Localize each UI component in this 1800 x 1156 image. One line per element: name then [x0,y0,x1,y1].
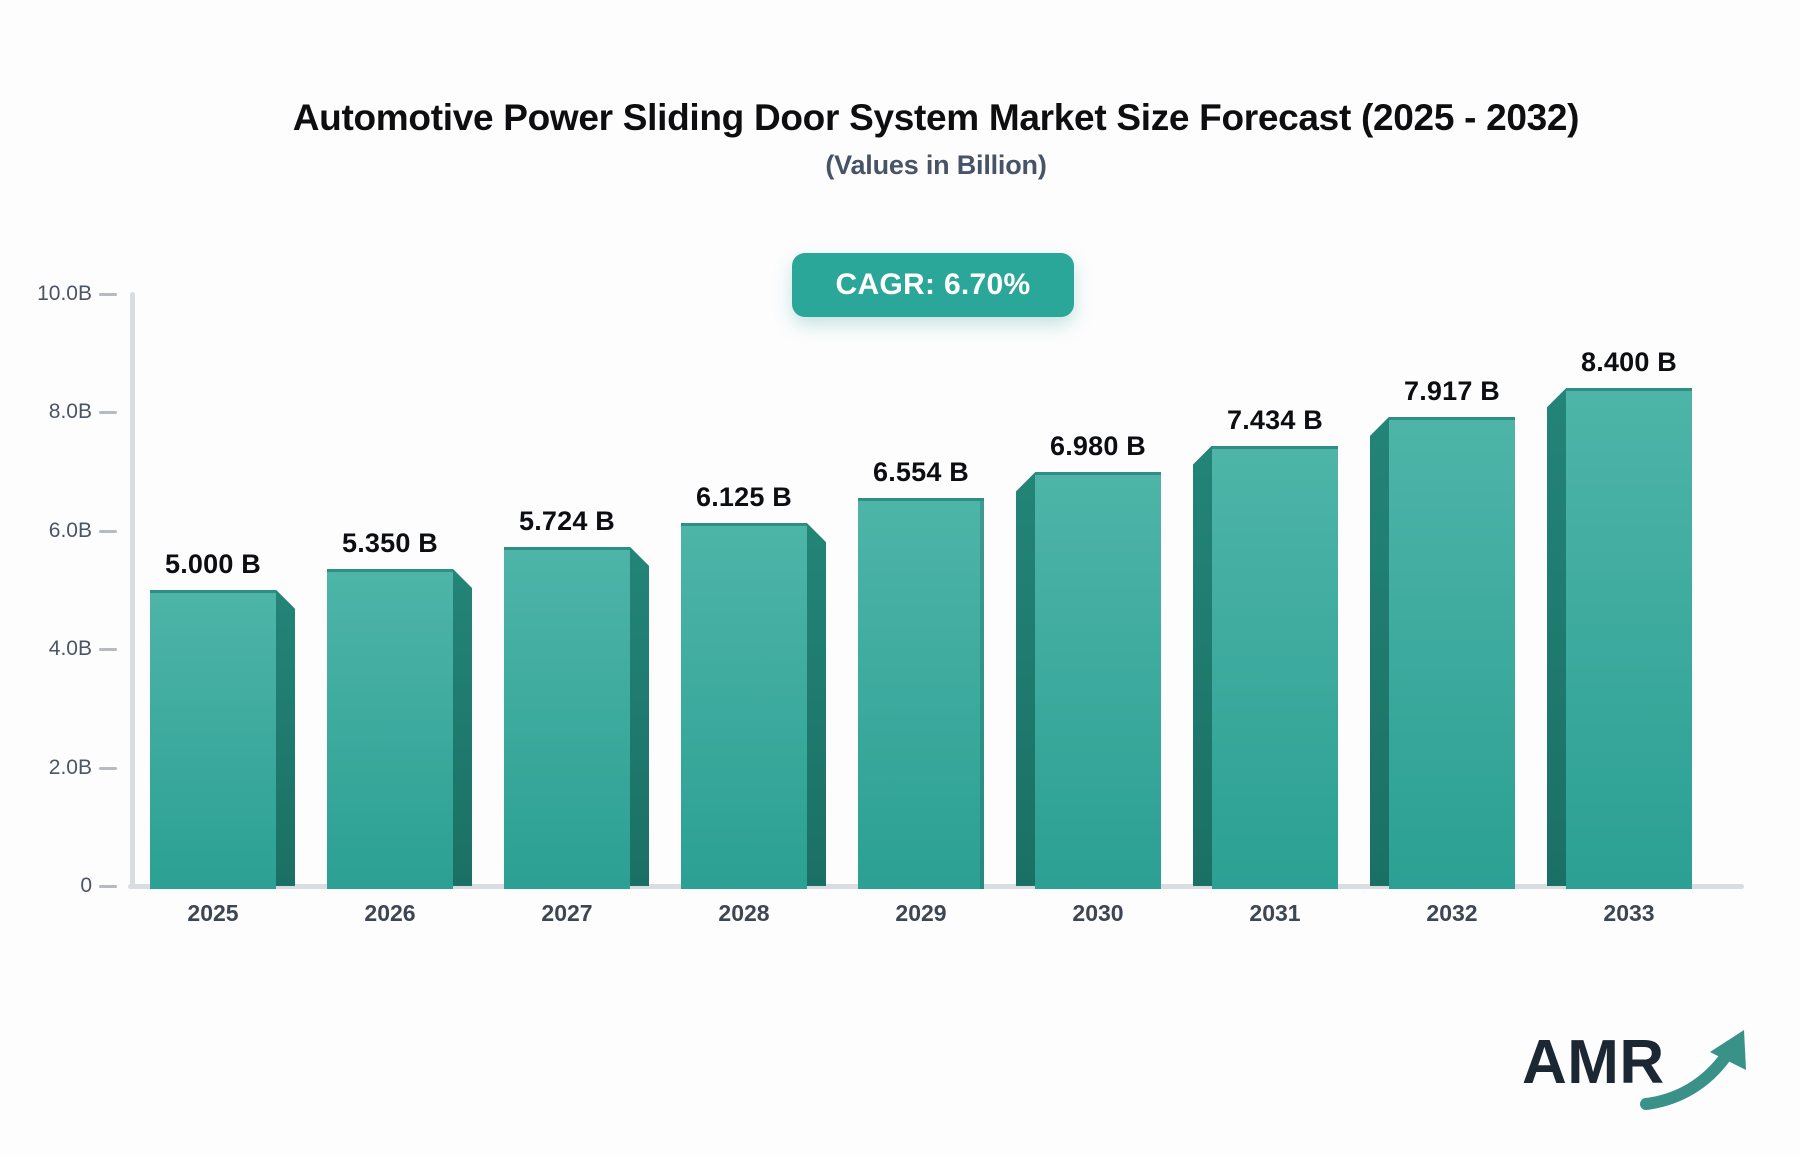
y-tick-mark [99,292,117,296]
y-tick-mark [99,648,117,651]
bar-2025 [150,589,276,889]
bar-side-panel [453,569,472,886]
y-tick-mark [99,411,117,414]
x-axis-year-label: 2031 [1249,900,1301,926]
y-tick-label: 8.0B [48,400,92,423]
x-axis-year-label: 2029 [895,900,947,926]
chart-subtitle: (Values in Billion) [825,150,1047,180]
bar-value-label: 6.125 B [696,482,792,513]
x-axis-year-label: 2033 [1603,900,1655,926]
bar-side-panel [1547,388,1566,886]
y-tick-label: 4.0B [48,637,92,660]
bar-side-panel [1370,416,1389,886]
y-tick-mark [99,529,117,533]
bar-side-panel [807,523,826,886]
bar-2027 [504,546,630,889]
y-tick-mark [99,766,117,770]
y-axis-line [130,291,135,889]
y-tick-label: 10.0B [37,281,92,305]
trending-up-arrow-icon [1640,1030,1746,1110]
bar-2032 [1389,416,1515,889]
y-tick-label: 2.0B [48,755,92,779]
y-tick-mark [99,885,117,888]
bar-value-label: 5.350 B [342,528,438,558]
bar-2033 [1566,388,1692,889]
x-axis-year-label: 2030 [1072,900,1124,926]
bar-2030 [1035,472,1161,889]
bar-2028 [681,523,807,889]
x-axis-year-label: 2032 [1426,900,1478,926]
cagr-badge-label: CAGR: 6.70% [835,268,1031,301]
bar-value-label: 6.554 B [873,456,969,487]
amr-logo: AMR [1522,1026,1772,1116]
x-axis-year-label: 2028 [718,900,770,926]
bar-side-panel [1193,445,1212,886]
bar-value-label: 6.980 B [1050,431,1146,462]
bar-side-panel [630,546,649,886]
y-tick-label: 6.0B [48,518,92,542]
bar-side-panel [1016,472,1035,886]
x-axis-year-label: 2025 [187,900,239,926]
bar-value-label: 8.400 B [1581,347,1677,378]
bar-value-label: 5.000 B [165,548,261,579]
bar-2031 [1212,445,1338,889]
x-axis-year-label: 2027 [541,900,593,926]
chart-title: Automotive Power Sliding Door System Mar… [292,97,1580,138]
x-axis-year-label: 2026 [364,900,416,926]
amr-logo-text: AMR [1522,1028,1665,1097]
y-tick-label: 0 [80,874,92,897]
bar-value-label: 7.917 B [1404,375,1500,406]
bar-value-label: 7.434 B [1227,404,1323,435]
cagr-badge: CAGR: 6.70% [792,253,1074,317]
bar-2029 [858,497,984,889]
bar-2026 [327,569,453,889]
bar-side-panel [276,589,295,886]
bar-value-label: 5.724 B [519,505,615,536]
